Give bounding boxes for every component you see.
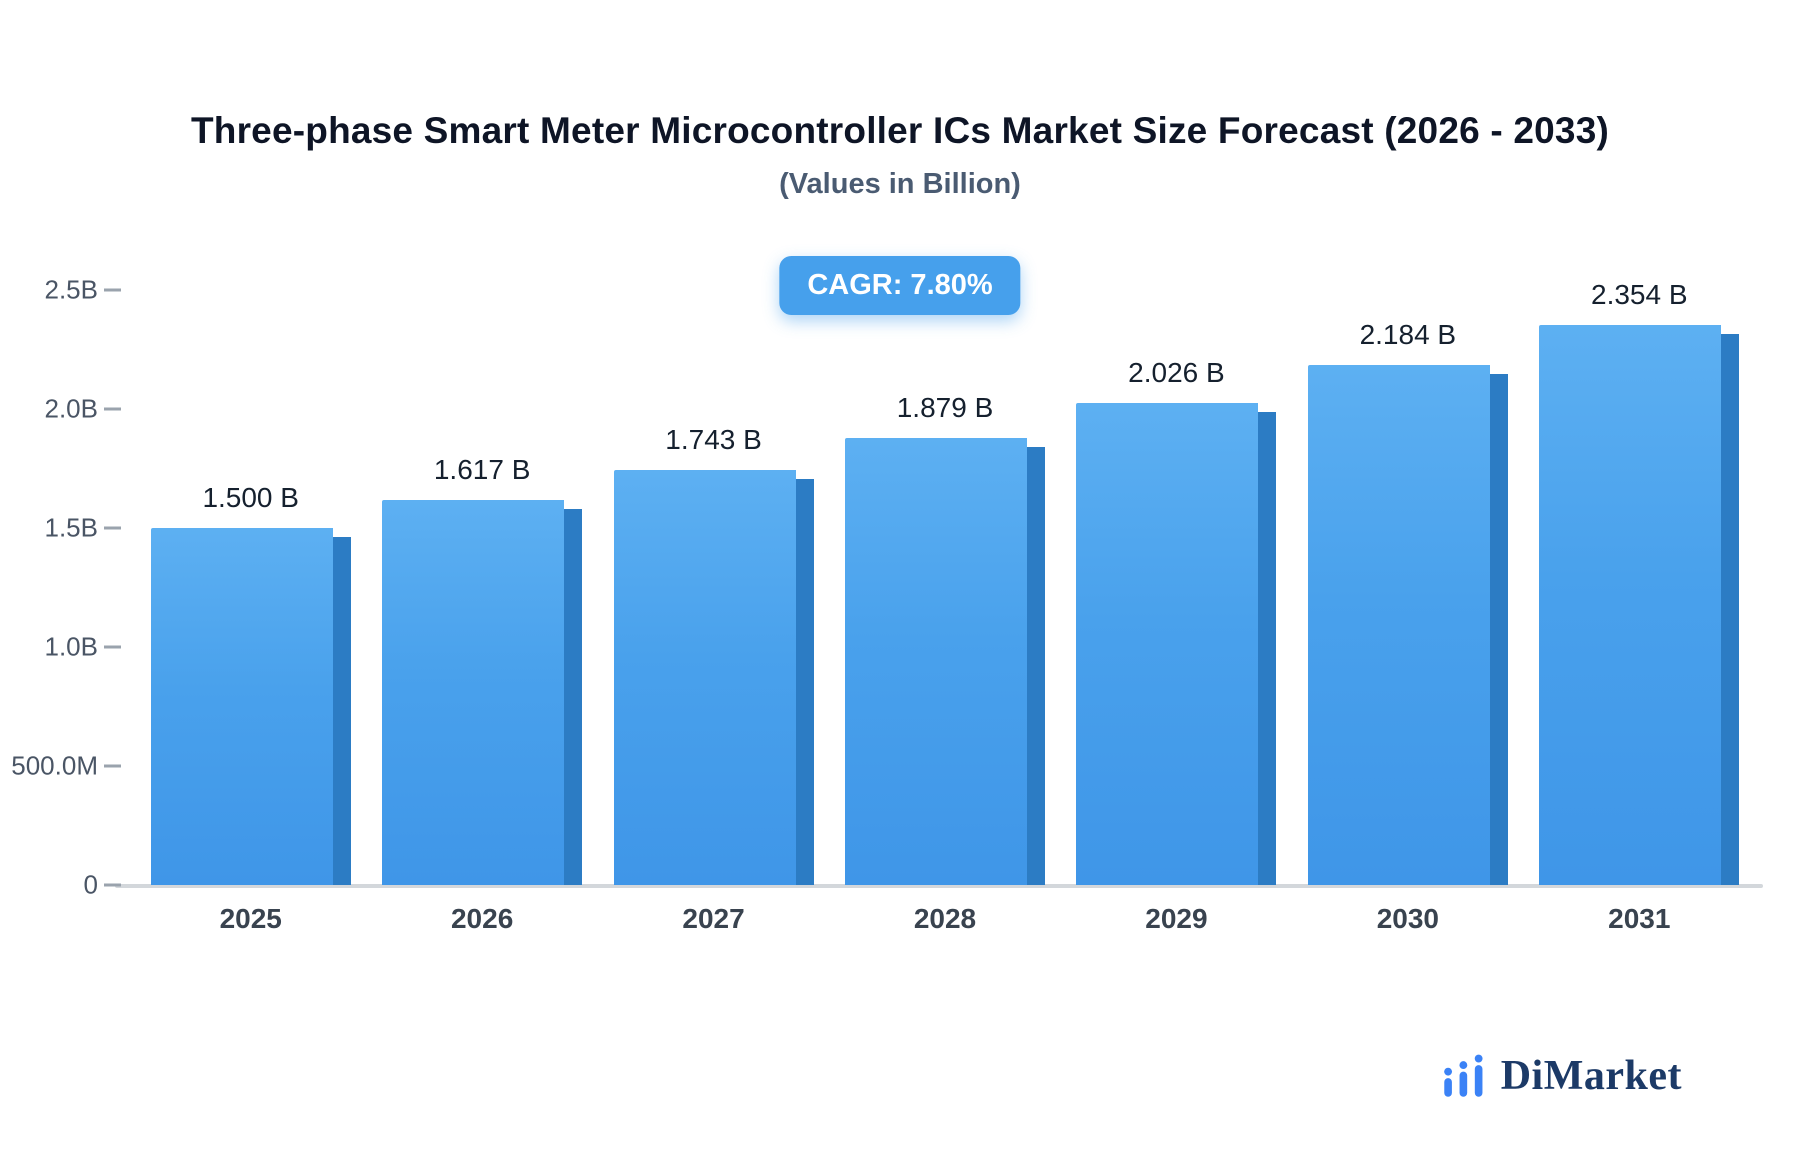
x-axis-label-2027: 2027 [682,903,745,934]
x-axis-label-2030: 2030 [1376,903,1439,934]
brand-name: DiMarket [1500,1053,1682,1099]
bar-side-shade [1026,446,1045,885]
bar-value-label: 2.354 B [1591,278,1688,310]
bar-value-label: 1.743 B [665,424,762,456]
y-axis-tick-label: 1.5B [44,512,99,543]
cagr-badge: CAGR: 7.80% [779,256,1021,315]
bar-2031 [1539,324,1740,885]
bar-face [1076,402,1259,885]
plot-area: 2.5B 2.0B 1.5B 1.0B 500.0M 0 1.500 B 2025 1.617 … [11,275,1763,934]
bar-side-shade [1489,374,1508,885]
bar-face [1539,324,1722,885]
x-axis-label-2031: 2031 [1608,903,1671,934]
bar-2029 [1076,402,1277,885]
y-axis-tick-mark [104,526,121,530]
y-axis-tick-mark [104,288,121,292]
bar-side-shade [795,479,814,885]
bar-side-shade [1721,333,1740,885]
bar-face [1307,365,1490,885]
bar-face [150,528,333,885]
bar-group-2026: 1.617 B 2026 [366,290,597,934]
x-axis-label-2026: 2026 [450,903,514,934]
bar-value-label: 1.500 B [202,482,299,513]
bar-group-2028: 1.879 B 2028 [829,290,1060,934]
bar-value-label: 1.617 B [433,454,531,486]
bar-face [844,437,1027,885]
bar-side-shade [564,509,583,885]
bar-chart-logo-icon [1441,1052,1489,1100]
x-axis-baseline [115,884,1763,888]
y-axis-tick-label: 1.0B [44,631,99,662]
y-axis-tick-label: 500.0M [11,750,98,781]
x-axis-label-2025: 2025 [219,903,282,934]
y-axis-tick-label: 2.5B [44,274,99,305]
brand-logo: DiMarket [1441,1052,1682,1100]
bar-face [382,500,565,885]
bar-group-2027: 1.743 B 2027 [598,290,829,934]
bar-value-label: 1.879 B [896,391,994,423]
bar-side-shade [1258,411,1277,885]
bar-2025 [150,528,351,885]
chart-title: Three-phase Smart Meter Microcontroller … [190,110,1609,151]
bar-2028 [844,437,1045,885]
y-axis-tick-label: 0 [83,869,98,900]
y-axis-tick-mark [104,883,121,887]
y-axis-tick-mark [104,407,121,411]
bar-2026 [382,500,583,885]
y-axis-tick-mark [104,645,121,649]
bar-face [613,470,796,885]
bar-2030 [1307,365,1508,885]
bar-value-label: 2.184 B [1359,319,1457,351]
x-axis-label-2029: 2029 [1145,903,1208,934]
bar-2027 [613,470,814,885]
y-axis-tick-mark [104,764,121,768]
bar-group-2029: 2.026 B 2029 [1061,290,1292,934]
y-axis-tick-label: 2.0B [44,393,99,424]
bar-group-2030: 2.184 B 2030 [1292,290,1523,934]
bar-group-2031: 2.354 B 2031 [1524,279,1755,934]
bar-group-2025: 1.500 B 2025 [135,290,366,934]
bar-side-shade [332,537,351,885]
x-axis-label-2028: 2028 [913,903,977,934]
chart-subtitle: (Values in Billion) [779,168,1021,200]
bar-value-label: 2.026 B [1128,356,1225,388]
